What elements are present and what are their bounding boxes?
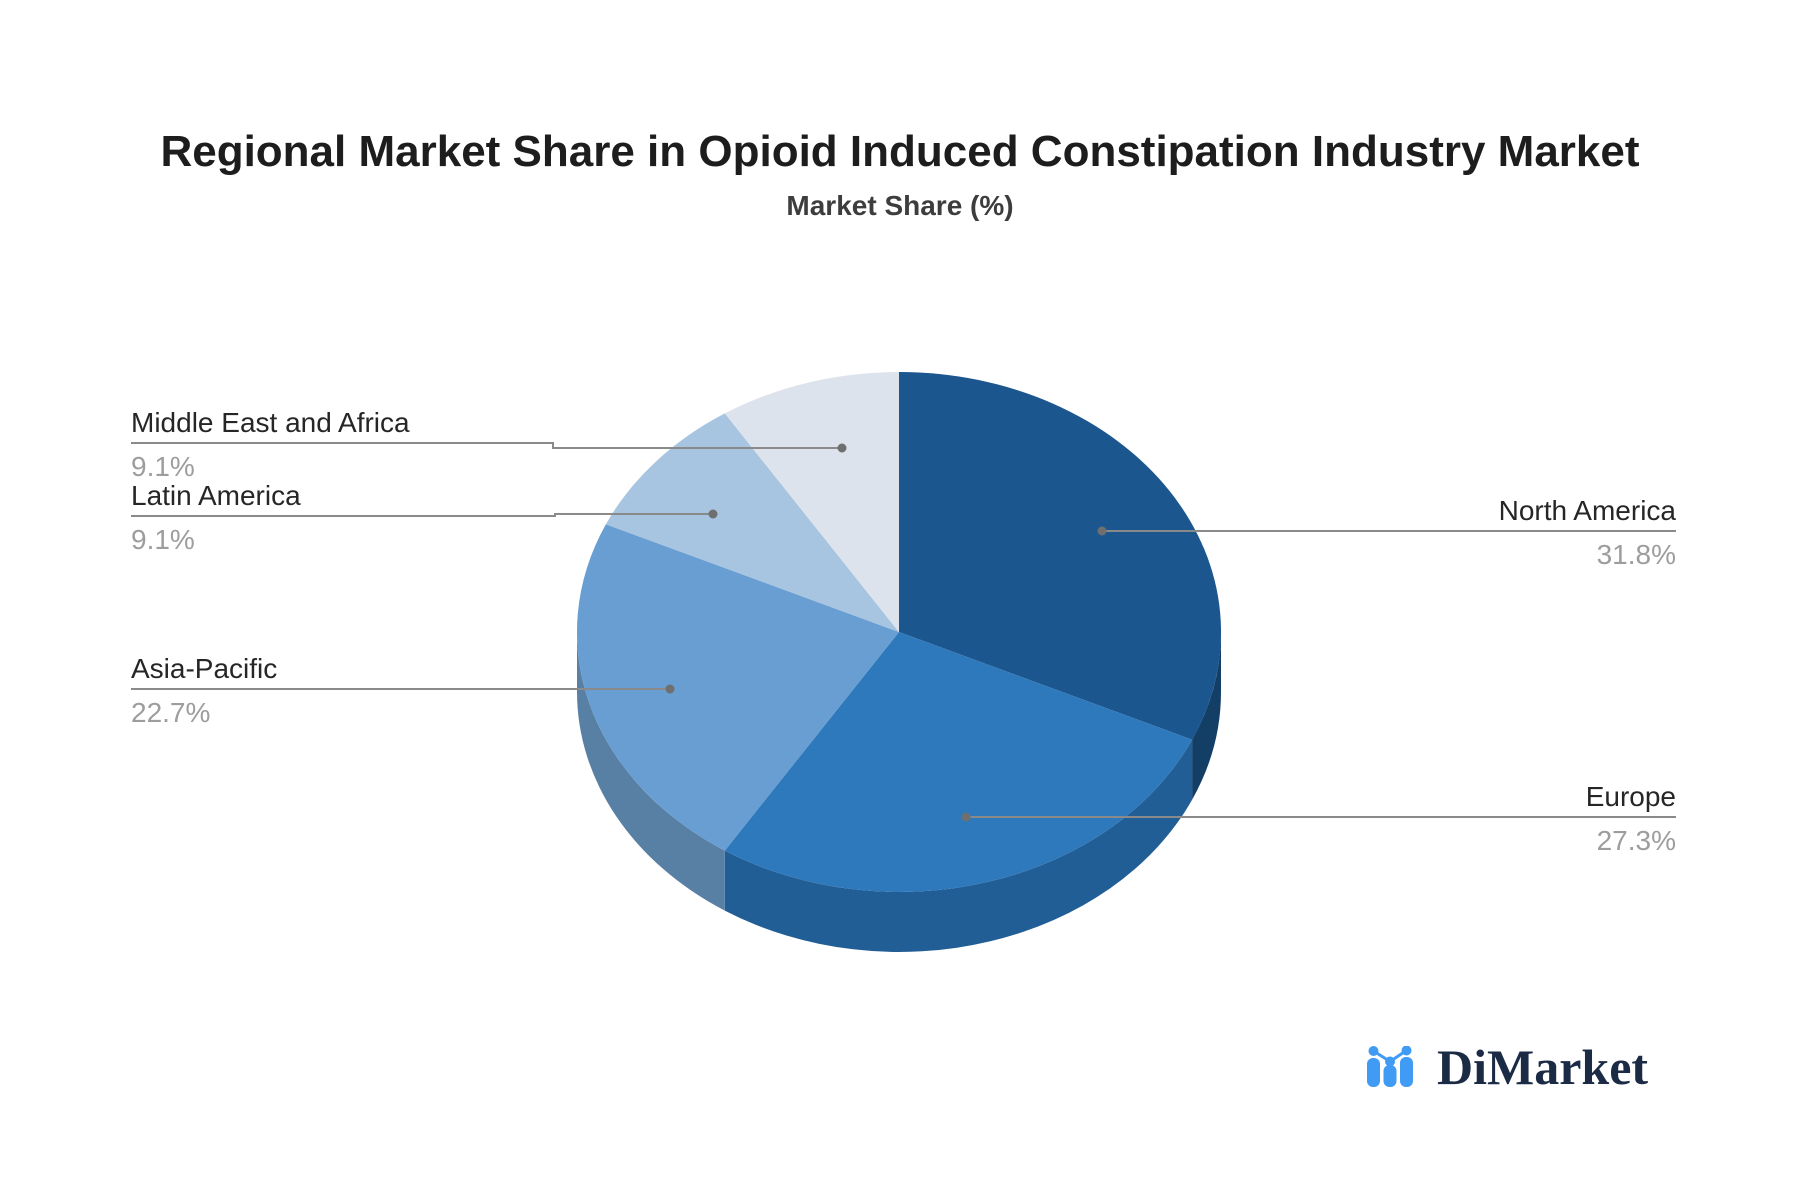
leader-line-middle-east-and-africa	[131, 442, 842, 449]
logo-dot-1	[1368, 1046, 1379, 1056]
leader-line-latin-america	[131, 513, 713, 517]
logo-bar-2	[1383, 1065, 1397, 1087]
pie-slice-asia-pacific[interactable]	[577, 524, 899, 851]
pie-slice-europe[interactable]	[724, 632, 1193, 892]
slice-label-name: Europe	[1585, 781, 1676, 812]
pie-slice-north-america[interactable]	[899, 372, 1222, 740]
chart-subtitle: Market Share (%)	[786, 190, 1014, 221]
pie-slice-side-asia-pacific	[577, 632, 725, 911]
logo-bar-1	[1367, 1058, 1380, 1087]
label-north-america: North America 31.8%	[1499, 494, 1676, 572]
label-latin-america: Latin America 9.1%	[131, 479, 301, 557]
leader-dot-europe	[961, 812, 971, 822]
slice-label-name: Latin America	[131, 480, 301, 511]
logo-dot-3	[1401, 1046, 1412, 1056]
brand-logo-icon	[1367, 1046, 1413, 1087]
chart-title: Regional Market Share in Opioid Induced …	[160, 127, 1640, 176]
slice-label-name: North America	[1498, 495, 1676, 526]
brand-name: DiMarket	[1437, 1039, 1649, 1095]
slice-label-percent: 27.3%	[1596, 825, 1676, 856]
slice-label-percent: 9.1%	[131, 524, 195, 555]
pie-slice-side-europe	[724, 739, 1193, 952]
pie-slice-latin-america[interactable]	[605, 413, 899, 632]
logo-bar-3	[1400, 1057, 1413, 1087]
pie-slice-middle-east-and-africa[interactable]	[724, 372, 899, 632]
logo-dot-2	[1385, 1056, 1395, 1067]
label-middle-east-and-africa: Middle East and Africa 9.1%	[131, 406, 410, 484]
leader-dot-middle-east-and-africa	[837, 443, 847, 453]
leader-dot-north-america	[1097, 526, 1107, 536]
leader-dot-asia-pacific	[665, 684, 675, 694]
leader-dot-latin-america	[708, 509, 718, 519]
label-europe: Europe 27.3%	[1586, 780, 1676, 858]
label-asia-pacific: Asia-Pacific 22.7%	[131, 652, 277, 730]
slice-label-name: Asia-Pacific	[131, 653, 278, 684]
pie-slice-side-north-america	[1192, 632, 1221, 800]
slice-label-percent: 22.7%	[131, 697, 211, 728]
slice-label-percent: 9.1%	[131, 451, 195, 482]
slice-label-percent: 31.8%	[1596, 539, 1676, 570]
slice-label-name: Middle East and Africa	[131, 407, 410, 438]
